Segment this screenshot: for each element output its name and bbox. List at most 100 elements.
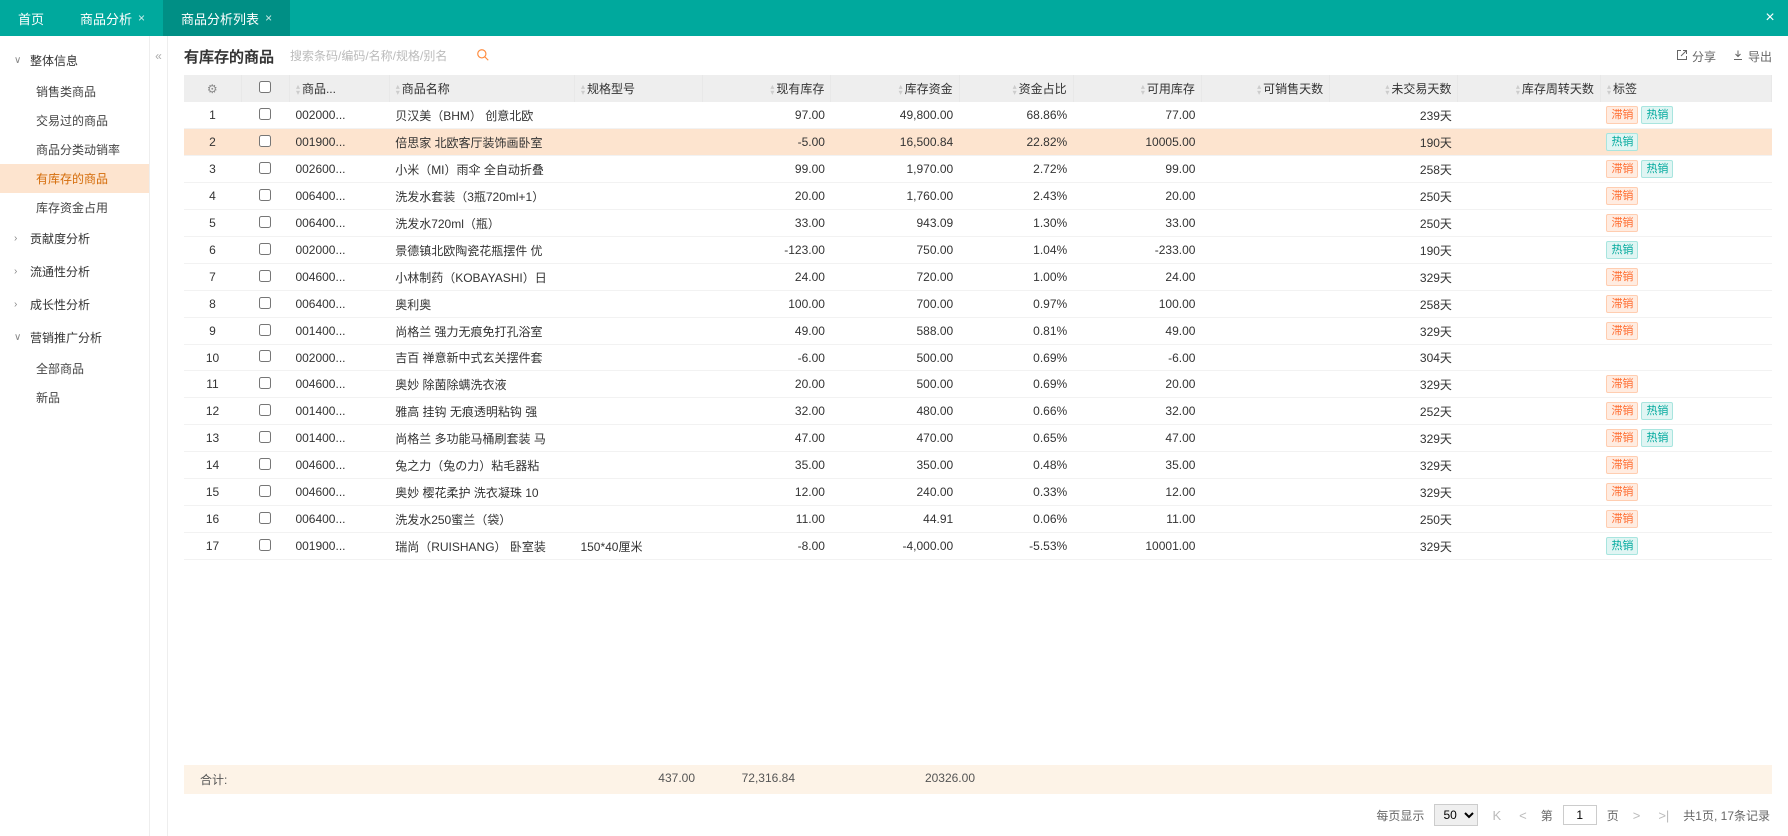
tab-label: 首页 [18,9,44,28]
page-input[interactable] [1563,805,1597,825]
search-icon[interactable] [476,48,490,65]
per-page-select[interactable]: 50 [1434,804,1478,826]
table-row[interactable]: 2001900...倍思家 北欧客厅装饰画卧室-5.0016,500.8422.… [184,129,1772,156]
table-row[interactable]: 12001400...雅高 挂钩 无痕透明粘钩 强32.00480.000.66… [184,398,1772,425]
row-checkbox[interactable] [259,189,271,201]
row-checkbox[interactable] [259,297,271,309]
cell-stock: -123.00 [703,237,831,264]
first-page-button[interactable]: K [1488,808,1505,823]
table-row[interactable]: 4006400...洗发水套装（3瓶720ml+1）20.001,760.002… [184,183,1772,210]
table-row[interactable]: 15004600...奥妙 樱花柔护 洗衣凝珠 1012.00240.000.3… [184,479,1772,506]
select-all-checkbox[interactable] [259,81,271,93]
table-row[interactable]: 13001400...尚格兰 多功能马桶刷套装 马47.00470.000.65… [184,425,1772,452]
table-row[interactable]: 5006400...洗发水720ml（瓶）33.00943.091.30%33.… [184,210,1772,237]
column-header-name[interactable]: 商品名称 [389,75,574,102]
table-row[interactable]: 6002000...景德镇北欧陶瓷花瓶摆件 优-123.00750.001.04… [184,237,1772,264]
cell-no-trade: 252天 [1330,398,1458,425]
column-header-fund_pct[interactable]: 资金占比 [959,75,1073,102]
row-checkbox[interactable] [259,431,271,443]
row-checkbox[interactable] [259,539,271,551]
row-checkbox[interactable] [259,324,271,336]
sidebar-item-商品分类动销率[interactable]: 商品分类动销率 [0,135,149,164]
row-checkbox[interactable] [259,270,271,282]
cell-stock: 20.00 [703,183,831,210]
cell-sell-days [1201,452,1329,479]
table-row[interactable]: 14004600...兔之力（兔の力）粘毛器粘35.00350.000.48%3… [184,452,1772,479]
column-header-stock[interactable]: 现有库存 [703,75,831,102]
cell-fund: 500.00 [831,371,959,398]
sidebar-item-库存资金占用[interactable]: 库存资金占用 [0,193,149,222]
export-icon [1732,49,1744,64]
table-row[interactable]: 1002000...贝汉美（BHM） 创意北欧97.0049,800.0068.… [184,102,1772,129]
next-page-button[interactable]: > [1629,808,1645,823]
row-index: 16 [184,506,241,533]
column-header-fund[interactable]: 库存资金 [831,75,959,102]
close-all-tabs-button[interactable]: × [1752,0,1788,36]
prev-page-button[interactable]: < [1515,808,1531,823]
sort-icon [770,84,774,96]
column-header-tags[interactable]: 标签 [1600,75,1771,102]
cell-name: 奥妙 除菌除螨洗衣液 [389,371,574,398]
row-checkbox[interactable] [259,485,271,497]
column-header-sell_days[interactable]: 可销售天数 [1201,75,1329,102]
column-header-turnover[interactable]: 库存周转天数 [1458,75,1601,102]
cell-code: 006400... [289,183,389,210]
row-checkbox[interactable] [259,404,271,416]
search-input[interactable] [290,49,470,63]
column-header-code[interactable]: 商品... [289,75,389,102]
row-checkbox[interactable] [259,162,271,174]
sidebar-item-交易过的商品[interactable]: 交易过的商品 [0,106,149,135]
row-checkbox[interactable] [259,243,271,255]
column-header-no_trade[interactable]: 未交易天数 [1330,75,1458,102]
sidebar-group-流通性分析[interactable]: ›流通性分析 [0,255,149,288]
sidebar-group-成长性分析[interactable]: ›成长性分析 [0,288,149,321]
sidebar-item-销售类商品[interactable]: 销售类商品 [0,77,149,106]
table-row[interactable]: 10002000...吉百 禅意新中式玄关摆件套-6.00500.000.69%… [184,345,1772,371]
column-label: 商品名称 [402,82,450,96]
table-row[interactable]: 3002600...小米（MI）雨伞 全自动折叠99.001,970.002.7… [184,156,1772,183]
tab-商品分析列表[interactable]: 商品分析列表× [163,0,290,36]
sidebar-item-新品[interactable]: 新品 [0,383,149,412]
tab-商品分析[interactable]: 商品分析× [62,0,163,36]
sidebar-item-全部商品[interactable]: 全部商品 [0,354,149,383]
tag-滞销: 滞销 [1606,483,1638,501]
export-button[interactable]: 导出 [1732,48,1772,65]
row-checkbox[interactable] [259,108,271,120]
column-header-avail[interactable]: 可用库存 [1073,75,1201,102]
table-row[interactable]: 11004600...奥妙 除菌除螨洗衣液20.00500.000.69%20.… [184,371,1772,398]
table-row[interactable]: 8006400...奥利奥100.00700.000.97%100.00258天… [184,291,1772,318]
totals-avail: 20326.00 [875,771,975,788]
tab-首页[interactable]: 首页 [0,0,62,36]
last-page-button[interactable]: >| [1654,808,1673,823]
row-checkbox[interactable] [259,458,271,470]
sidebar-item-有库存的商品[interactable]: 有库存的商品 [0,164,149,193]
table-row[interactable]: 7004600...小林制药（KOBAYASHI）日24.00720.001.0… [184,264,1772,291]
content-header: 有库存的商品 分享 导出 [168,36,1788,75]
row-check [241,210,289,237]
sidebar-group-营销推广分析[interactable]: ∨营销推广分析 [0,321,149,354]
row-checkbox[interactable] [259,512,271,524]
pager-summary: 共1页, 17条记录 [1683,807,1770,824]
table-row[interactable]: 16006400...洗发水250蜜兰（袋）11.0044.910.06%11.… [184,506,1772,533]
cell-sell-days [1201,345,1329,371]
column-header-spec[interactable]: 规格型号 [574,75,702,102]
cell-turnover [1458,398,1601,425]
tag-滞销: 滞销 [1606,187,1638,205]
row-checkbox[interactable] [259,350,271,362]
cell-spec [574,479,702,506]
sidebar-group-整体信息[interactable]: ∨整体信息 [0,44,149,77]
table-row[interactable]: 9001400...尚格兰 强力无痕免打孔浴室49.00588.000.81%4… [184,318,1772,345]
row-checkbox[interactable] [259,216,271,228]
row-checkbox[interactable] [259,377,271,389]
share-button[interactable]: 分享 [1676,48,1716,65]
close-icon[interactable]: × [265,11,272,25]
sidebar-group-贡献度分析[interactable]: ›贡献度分析 [0,222,149,255]
cell-name: 倍思家 北欧客厅装饰画卧室 [389,129,574,156]
cell-sell-days [1201,398,1329,425]
row-checkbox[interactable] [259,135,271,147]
collapse-sidebar-button[interactable]: « [151,48,167,64]
close-icon[interactable]: × [138,11,145,25]
tag-热销: 热销 [1641,429,1673,447]
gear-icon[interactable]: ⚙ [207,82,218,96]
table-row[interactable]: 17001900...瑞尚（RUISHANG） 卧室装150*40厘米-8.00… [184,533,1772,560]
